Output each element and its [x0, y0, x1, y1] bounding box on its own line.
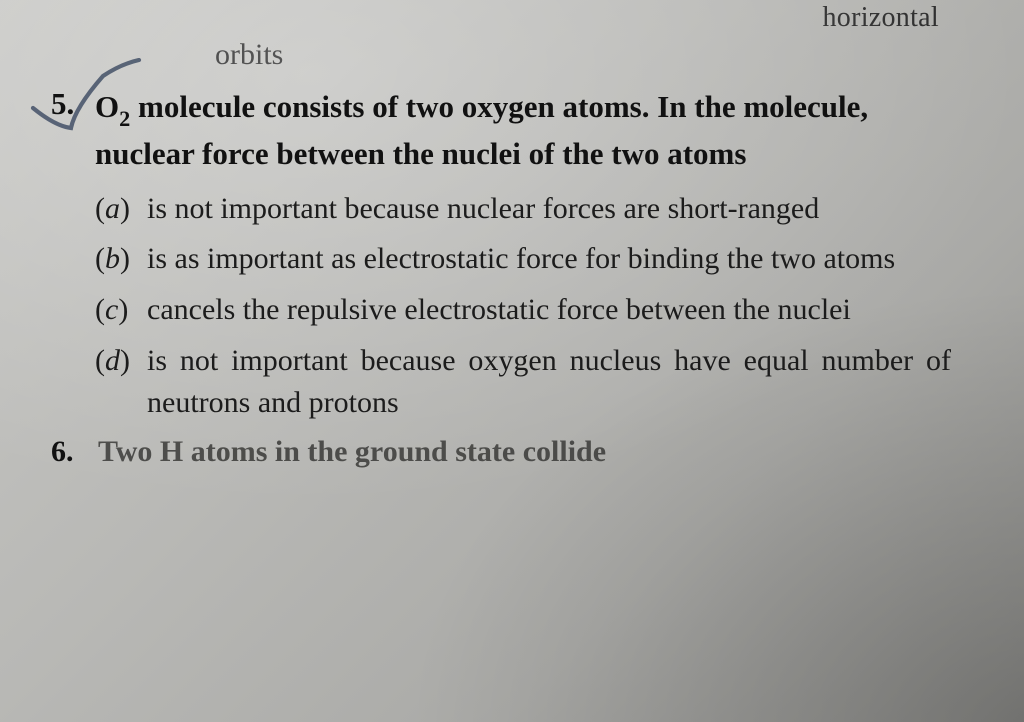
option-text: cancels the repulsive electrostatic forc… — [147, 293, 851, 326]
question-stem-line-1: O2 molecule consists of two oxygen atoms… — [95, 89, 694, 124]
option-letter: b — [105, 242, 120, 275]
option-b: (b) is as important as electrostatic for… — [95, 238, 969, 281]
option-d: (d) is not important because oxygen nucl… — [95, 340, 969, 425]
option-text: is as important as electrostatic force f… — [147, 242, 895, 275]
option-text: is not important because oxygen nucleus … — [147, 344, 951, 420]
partial-top-cutoff-text: horizontal — [95, 0, 969, 34]
question-5: 5. O2 molecule consists of two oxygen at… — [95, 86, 969, 425]
option-letter: d — [105, 344, 120, 377]
option-a: (a) is not important because nuclear for… — [95, 188, 969, 231]
page-container: horizontal orbits 5. O2 molecule consist… — [0, 0, 1024, 722]
option-label: (a) — [95, 188, 130, 231]
question-number: 5. — [51, 86, 74, 122]
question-stem-line-3: of the two atoms — [529, 136, 747, 171]
option-letter: c — [105, 293, 118, 326]
option-label: (d) — [95, 340, 130, 383]
option-label: (c) — [95, 289, 128, 332]
option-label: (b) — [95, 238, 130, 281]
option-letter: a — [105, 192, 120, 225]
next-question-number: 6. — [51, 435, 91, 469]
partial-next-question: 6. Two H atoms in the ground state colli… — [51, 435, 925, 469]
question-stem: O2 molecule consists of two oxygen atoms… — [95, 86, 969, 176]
options-list: (a) is not important because nuclear for… — [95, 188, 969, 425]
previous-option-fragment: orbits — [95, 34, 969, 72]
option-text: is not important because nuclear forces … — [147, 192, 819, 225]
next-question-fragment: Two H atoms in the ground state collide — [98, 435, 606, 468]
option-c: (c) cancels the repulsive electrostatic … — [95, 289, 969, 332]
